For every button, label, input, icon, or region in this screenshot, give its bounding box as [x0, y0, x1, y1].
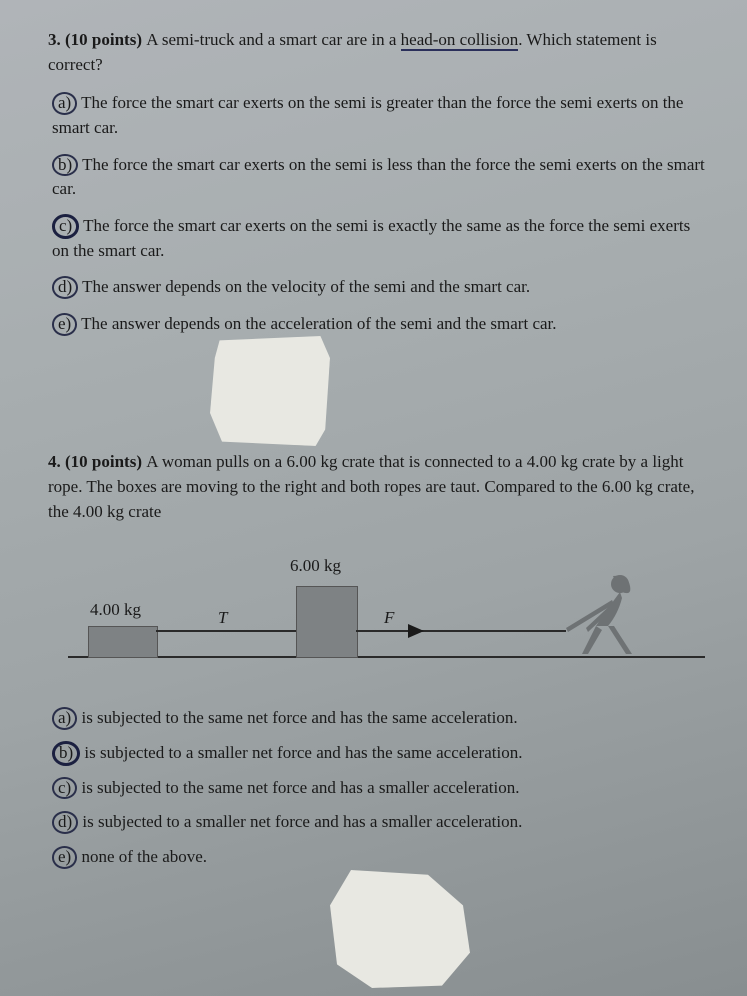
rope-F — [356, 630, 566, 632]
q3-text-d: The answer depends on the velocity of th… — [82, 277, 530, 296]
q4-option-e: e) none of the above. — [48, 845, 705, 870]
q4-option-b: b) is subjected to a smaller net force a… — [48, 741, 705, 766]
q3-option-c: c) The force the smart car exerts on the… — [48, 214, 705, 263]
q3-header: 3. (10 points) A semi-truck and a smart … — [48, 28, 705, 77]
q4-option-a: a) is subjected to the same net force an… — [48, 706, 705, 731]
question-4: 4. (10 points) A woman pulls on a 6.00 k… — [48, 450, 705, 869]
woman-figure — [548, 568, 658, 658]
q3-text-b: The force the smart car exerts on the se… — [52, 155, 705, 199]
q4-diagram: 4.00 kg 6.00 kg T F — [68, 538, 685, 688]
q3-option-a: a) The force the smart car exerts on the… — [48, 91, 705, 140]
q4-text-a: is subjected to the same net force and h… — [81, 708, 517, 727]
q3-text-1: A semi-truck and a smart car are in a — [146, 30, 400, 49]
q3-letter-e: e) — [52, 313, 77, 336]
q4-header: 4. (10 points) A woman pulls on a 6.00 k… — [48, 450, 705, 524]
q3-text-e: The answer depends on the acceleration o… — [81, 314, 556, 333]
q4-number: 4. (10 points) — [48, 452, 146, 471]
q4-letter-d: d) — [52, 811, 78, 834]
q3-option-d: d) The answer depends on the velocity of… — [48, 275, 705, 300]
q3-letter-c: c) — [52, 214, 79, 239]
question-3: 3. (10 points) A semi-truck and a smart … — [48, 28, 705, 336]
q3-letter-d: d) — [52, 276, 78, 299]
q3-option-e: e) The answer depends on the acceleratio… — [48, 312, 705, 337]
q4-letter-a: a) — [52, 707, 77, 730]
q3-letter-a: a) — [52, 92, 77, 115]
crate-4kg — [88, 626, 158, 658]
force-arrowhead — [408, 624, 424, 638]
crate-6kg — [296, 586, 358, 658]
q4-letter-e: e) — [52, 846, 77, 869]
q3-text-a: The force the smart car exerts on the se… — [52, 93, 683, 137]
q4-letter-c: c) — [52, 777, 77, 800]
q3-letter-b: b) — [52, 154, 78, 177]
q3-underlined: head-on collision — [401, 30, 519, 51]
q4-option-d: d) is subjected to a smaller net force a… — [48, 810, 705, 835]
q4-options: a) is subjected to the same net force an… — [48, 706, 705, 869]
label-T: T — [218, 608, 227, 628]
paper-scrap-1 — [210, 336, 330, 446]
label-4kg: 4.00 kg — [90, 600, 141, 620]
q3-text-c: The force the smart car exerts on the se… — [52, 216, 690, 260]
q4-text-d: is subjected to a smaller net force and … — [82, 812, 522, 831]
worksheet-page: 3. (10 points) A semi-truck and a smart … — [0, 0, 747, 908]
label-6kg: 6.00 kg — [290, 556, 341, 576]
q4-letter-b: b) — [52, 741, 80, 766]
q3-number: 3. (10 points) — [48, 30, 146, 49]
q4-text-b: is subjected to a smaller net force and … — [84, 743, 522, 762]
q4-text-e: none of the above. — [81, 847, 207, 866]
q4-text-c: is subjected to the same net force and h… — [81, 778, 519, 797]
q3-option-b: b) The force the smart car exerts on the… — [48, 153, 705, 202]
label-F: F — [384, 608, 394, 628]
mid-gap — [48, 354, 705, 450]
rope-T — [156, 630, 296, 632]
q4-option-c: c) is subjected to the same net force an… — [48, 776, 705, 801]
